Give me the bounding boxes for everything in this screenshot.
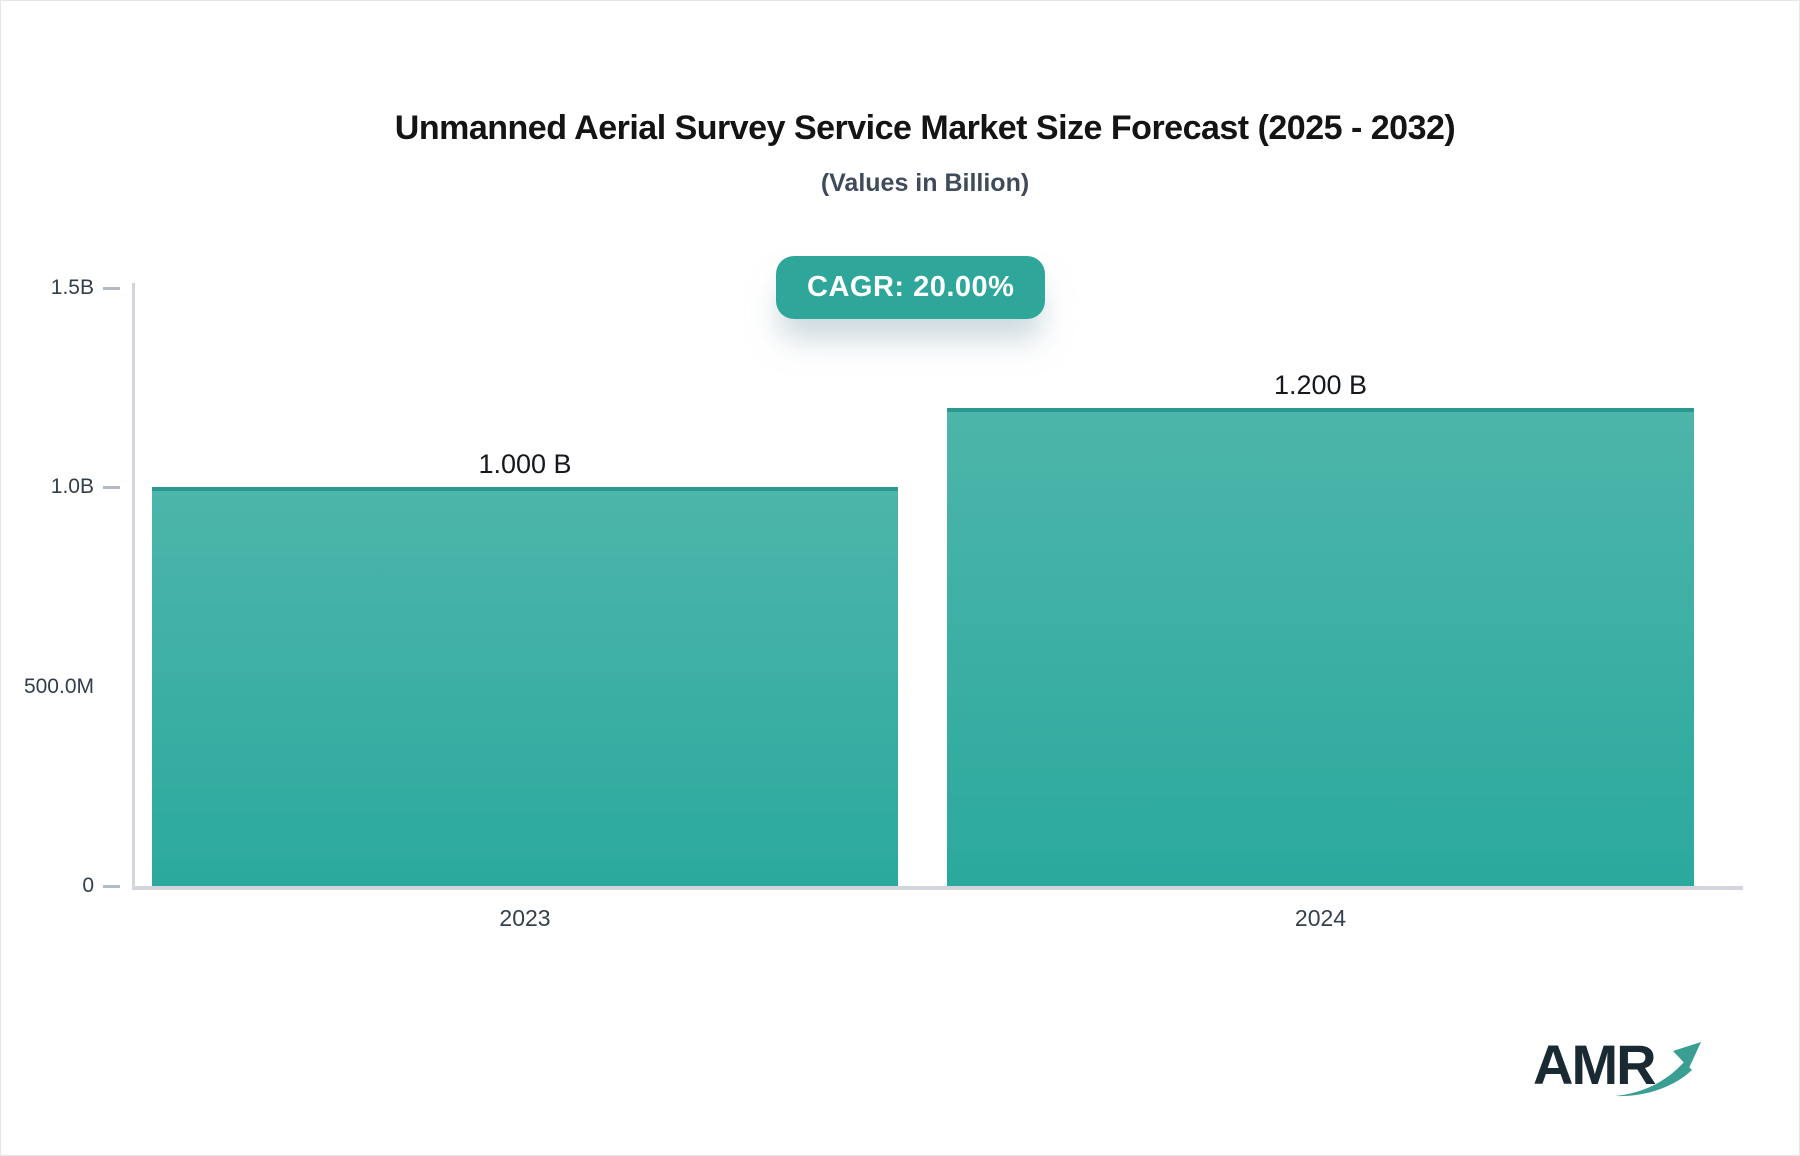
x-axis-line: [132, 886, 1743, 890]
y-axis-tick-dash: [103, 287, 120, 290]
y-axis-tick-dash: [103, 486, 120, 490]
amr-logo-text: AMR: [1533, 1033, 1657, 1096]
x-axis-label-2024: 2024: [1294, 905, 1347, 931]
chart-title: Unmanned Aerial Survey Service Market Si…: [394, 109, 1456, 147]
bar-2024: 1.200 B 2024: [947, 370, 1694, 931]
y-axis-tick-label: 1.0B: [50, 475, 94, 499]
y-axis-tick-label: 0: [82, 874, 94, 897]
bar-2023: 1.000 B 2023: [152, 449, 898, 931]
bar-value-label-2023: 1.000 B: [478, 449, 572, 480]
amr-logo: AMR: [1533, 1037, 1723, 1117]
cagr-badge: CAGR: 20.00%: [776, 256, 1046, 319]
y-axis-tick-label: 1.5B: [50, 276, 94, 299]
y-axis-tick-dash: [103, 885, 120, 888]
chart-subtitle: (Values in Billion): [820, 169, 1030, 197]
y-axis-tick-label: 500.0M: [23, 674, 94, 698]
plot-area: 1.000 B 2023 1.200 B 2024 1.5B 1.0B 500.0M…: [24, 276, 1743, 931]
x-axis-label-2023: 2023: [499, 905, 551, 931]
bar-value-label-2024: 1.200 B: [1273, 369, 1368, 400]
amr-logo-arrow-icon: [1615, 1042, 1701, 1097]
y-axis-line: [132, 283, 135, 889]
